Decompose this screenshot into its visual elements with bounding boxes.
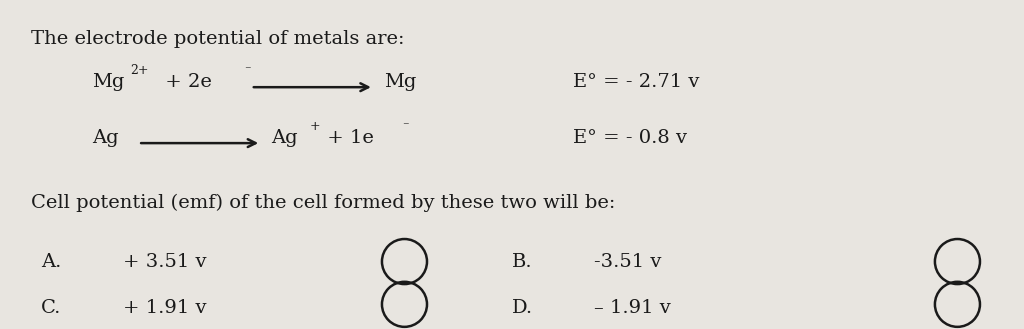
Text: + 1.91 v: + 1.91 v [123, 299, 207, 317]
Text: E° = - 0.8 v: E° = - 0.8 v [573, 129, 687, 147]
Text: C.: C. [41, 299, 61, 317]
Text: E° = - 2.71 v: E° = - 2.71 v [573, 73, 699, 91]
Text: Ag: Ag [271, 129, 298, 147]
Text: B.: B. [512, 253, 532, 271]
Text: Mg: Mg [384, 73, 417, 91]
Text: 2+: 2+ [130, 64, 148, 77]
Text: A.: A. [41, 253, 61, 271]
Text: +: + [309, 120, 319, 133]
Text: ⁻: ⁻ [244, 64, 250, 77]
Text: ⁻: ⁻ [402, 120, 409, 133]
Text: Mg: Mg [92, 73, 125, 91]
Text: + 2e: + 2e [159, 73, 212, 91]
Text: D.: D. [512, 299, 534, 317]
Text: – 1.91 v: – 1.91 v [594, 299, 671, 317]
Text: Cell potential (emf) of the cell formed by these two will be:: Cell potential (emf) of the cell formed … [31, 194, 615, 212]
Text: -3.51 v: -3.51 v [594, 253, 662, 271]
Text: The electrode potential of metals are:: The electrode potential of metals are: [31, 30, 404, 48]
Text: Ag: Ag [92, 129, 119, 147]
Text: + 1e: + 1e [321, 129, 374, 147]
Text: + 3.51 v: + 3.51 v [123, 253, 207, 271]
